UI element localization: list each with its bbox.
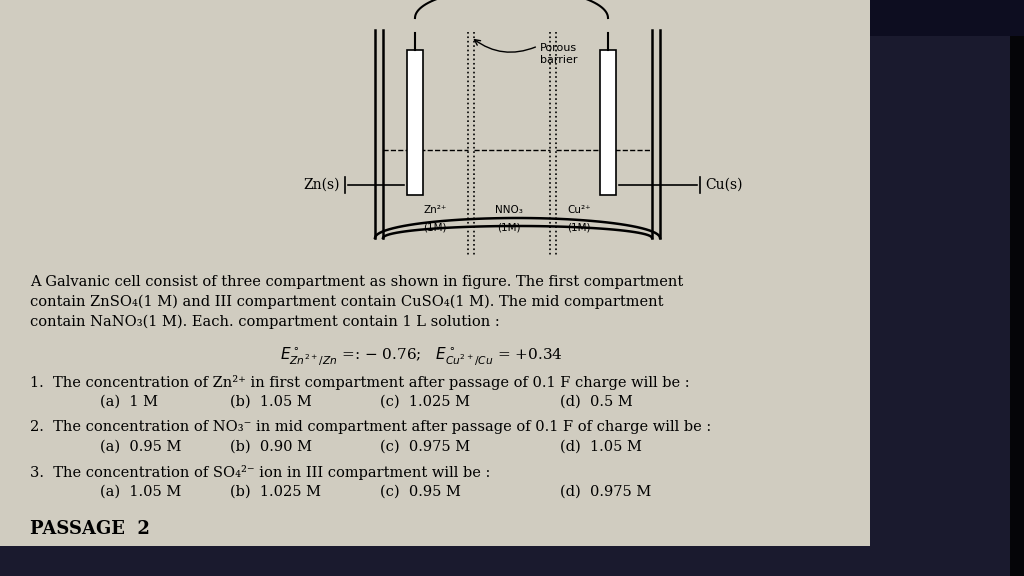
Text: (d)  0.975 M: (d) 0.975 M	[560, 485, 651, 499]
Text: (b)  1.05 M: (b) 1.05 M	[230, 395, 311, 409]
Text: (1M): (1M)	[498, 223, 521, 233]
Bar	[600, 50, 616, 195]
Text: $E^\circ_{Zn^{2+}/Zn}$ =: − 0.76;   $E^\circ_{Cu^{2+}/Cu}$ = +0.34: $E^\circ_{Zn^{2+}/Zn}$ =: − 0.76; $E^\ci…	[280, 345, 563, 367]
Text: (b)  1.025 M: (b) 1.025 M	[230, 485, 321, 499]
Text: 1.  The concentration of Zn²⁺ in first compartment after passage of 0.1 F charge: 1. The concentration of Zn²⁺ in first co…	[30, 375, 689, 390]
Text: Cu²⁺: Cu²⁺	[567, 205, 591, 215]
Text: Zn(s): Zn(s)	[303, 178, 340, 192]
Text: (a)  1.05 M: (a) 1.05 M	[100, 485, 181, 499]
Text: A Galvanic cell consist of three compartment as shown in figure. The first compa: A Galvanic cell consist of three compart…	[30, 275, 683, 289]
Text: 2.  The concentration of NO₃⁻ in mid compartment after passage of 0.1 F of charg: 2. The concentration of NO₃⁻ in mid comp…	[30, 420, 712, 434]
Bar	[0, 546, 870, 576]
Text: PASSAGE  2: PASSAGE 2	[30, 520, 150, 538]
Text: (a)  0.95 M: (a) 0.95 M	[100, 440, 181, 454]
Text: 3.  The concentration of SO₄²⁻ ion in III compartment will be :: 3. The concentration of SO₄²⁻ ion in III…	[30, 465, 490, 480]
Text: (d)  0.5 M: (d) 0.5 M	[560, 395, 633, 409]
Text: NNO₃: NNO₃	[495, 205, 523, 215]
Text: (d)  1.05 M: (d) 1.05 M	[560, 440, 642, 454]
Text: Cu(s): Cu(s)	[705, 178, 742, 192]
Bar	[870, 0, 1024, 576]
Text: Zn²⁺: Zn²⁺	[423, 205, 446, 215]
Bar	[870, 0, 1024, 36]
Text: (c)  0.95 M: (c) 0.95 M	[380, 485, 461, 499]
Text: (c)  1.025 M: (c) 1.025 M	[380, 395, 470, 409]
Bar	[1010, 0, 1024, 576]
Bar	[407, 50, 423, 195]
Text: (1M): (1M)	[567, 223, 591, 233]
Text: contain ZnSO₄(1 M) and III compartment contain CuSO₄(1 M). The mid compartment: contain ZnSO₄(1 M) and III compartment c…	[30, 295, 664, 309]
Text: (b)  0.90 M: (b) 0.90 M	[230, 440, 312, 454]
Text: (c)  0.975 M: (c) 0.975 M	[380, 440, 470, 454]
Bar	[0, 0, 870, 576]
Text: Porous
barrier: Porous barrier	[540, 43, 578, 65]
Text: (a)  1 M: (a) 1 M	[100, 395, 158, 409]
Text: contain NaNO₃(1 M). Each. compartment contain 1 L solution :: contain NaNO₃(1 M). Each. compartment co…	[30, 315, 500, 329]
Text: (1M): (1M)	[423, 223, 446, 233]
